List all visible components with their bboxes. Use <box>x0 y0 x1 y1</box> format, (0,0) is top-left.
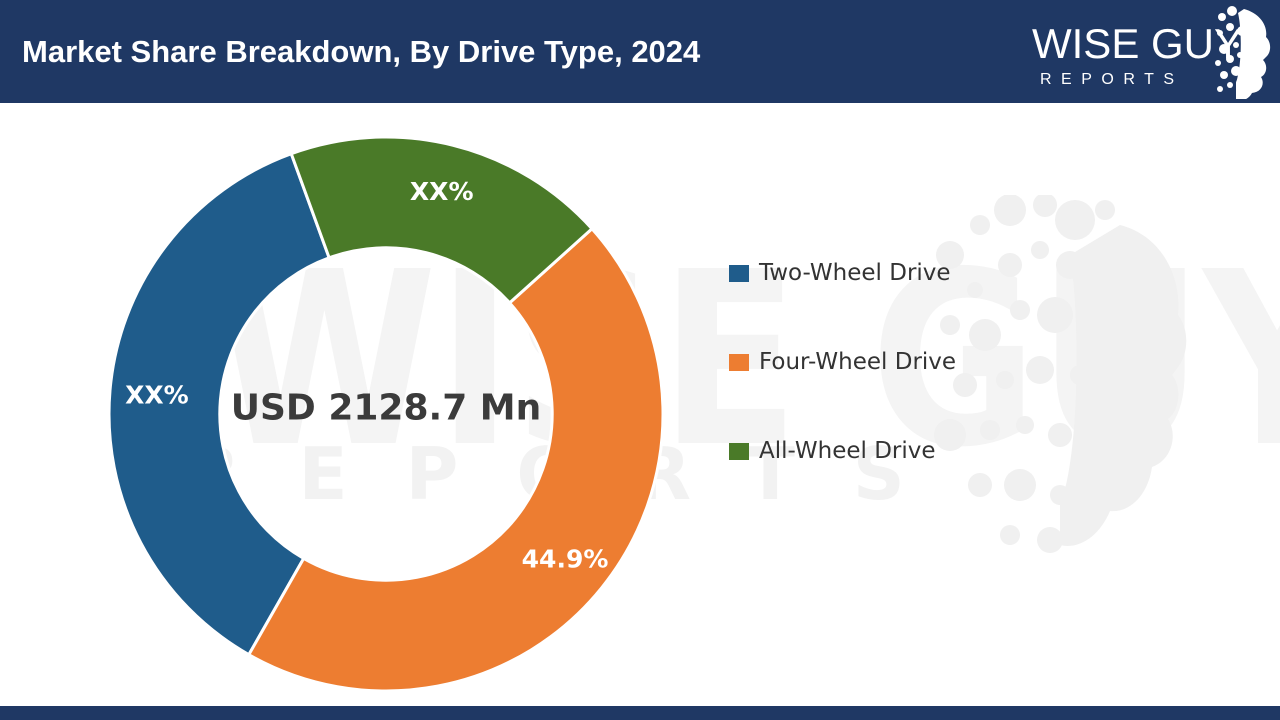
donut-segment-four-wheel-drive <box>246 226 665 693</box>
legend-item-all-wheel-drive: All-Wheel Drive <box>729 436 956 466</box>
legend: Two-Wheel Drive Four-Wheel Drive All-Wheel… <box>729 258 956 525</box>
legend-label: All-Wheel Drive <box>759 438 936 464</box>
footer-bar <box>0 706 1280 720</box>
page-title: Market Share Breakdown, By Drive Type, 2… <box>22 34 701 69</box>
logo-wordmark: WISE GUY <box>1032 20 1242 67</box>
legend-label: Four-Wheel Drive <box>759 349 957 375</box>
slice-label: XX% <box>410 177 474 206</box>
legend-item-two-wheel-drive: Two-Wheel Drive <box>729 258 956 288</box>
wiseguy-logo: WISE GUY REPORTS <box>1032 6 1271 99</box>
legend-label: Two-Wheel Drive <box>759 260 951 286</box>
watermark-face-icon <box>934 195 1187 553</box>
center-value: USD 2128.7 Mn <box>230 387 542 429</box>
donut-segment-two-wheel-drive <box>107 151 332 657</box>
logo-face-icon <box>1215 6 1271 99</box>
legend-item-four-wheel-drive: Four-Wheel Drive <box>729 347 956 377</box>
slice-label: XX% <box>125 381 189 410</box>
slice-label: 44.9% <box>522 544 609 573</box>
legend-swatch <box>729 442 749 460</box>
donut-chart: XX% 44.9% XX% <box>107 135 665 693</box>
legend-swatch <box>729 264 749 282</box>
header-bar: Market Share Breakdown, By Drive Type, 2… <box>0 0 1280 103</box>
logo-reports-text: REPORTS <box>1040 71 1184 88</box>
legend-swatch <box>729 353 749 371</box>
donut-segment-all-wheel-drive <box>289 135 595 305</box>
